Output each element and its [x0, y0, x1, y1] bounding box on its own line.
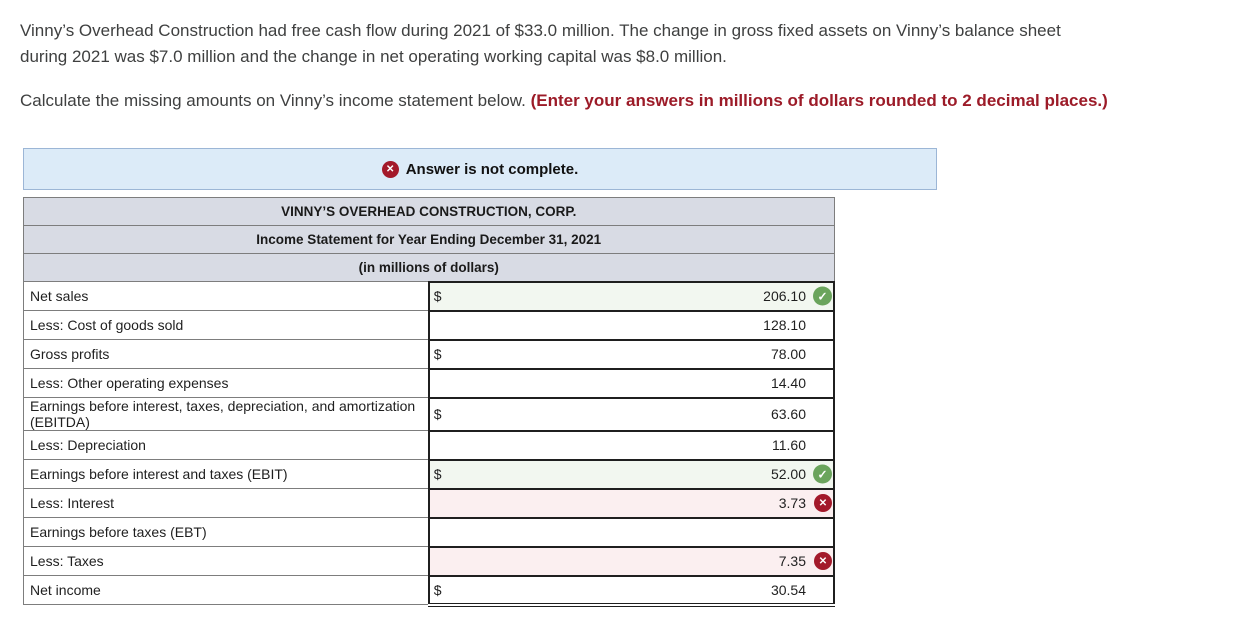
row-label-taxes: Less: Taxes: [22, 546, 430, 576]
table-row: Less: Depreciation 11.60: [22, 429, 836, 461]
problem-text-2: Calculate the missing amounts on Vinny’s…: [20, 91, 531, 110]
correct-check-icon: ✓: [813, 464, 832, 484]
answer-cell-cogs[interactable]: 128.10: [427, 309, 836, 341]
answer-cell-net-income[interactable]: $ 30.54: [427, 574, 836, 607]
correct-check-icon: ✓: [813, 286, 832, 306]
answer-value: 128.10: [763, 317, 806, 333]
problem-text-1: Vinny’s Overhead Construction had free c…: [20, 21, 1061, 66]
currency-symbol: $: [433, 581, 442, 598]
row-label-depreciation: Less: Depreciation: [22, 430, 430, 460]
table-row: Earnings before taxes (EBT): [22, 516, 836, 548]
answer-status-banner: ✕ Answer is not complete.: [23, 148, 937, 190]
table-row: Earnings before interest, taxes, depreci…: [22, 396, 836, 432]
answer-value: 7.35: [778, 553, 806, 569]
answer-cell-net-sales[interactable]: $ 206.10 ✓: [427, 280, 836, 312]
answer-value: 78.00: [770, 346, 806, 362]
table-row: Less: Taxes 7.35 ✕: [22, 545, 836, 577]
table-units-row: (in millions of dollars): [23, 253, 835, 282]
table-row: Earnings before interest and taxes (EBIT…: [22, 458, 836, 490]
answer-format-instruction: (Enter your answers in millions of dolla…: [530, 91, 1108, 110]
incorrect-x-icon: ✕: [814, 552, 832, 570]
row-label-net-income: Net income: [22, 575, 430, 605]
row-label-net-sales: Net sales: [22, 281, 430, 311]
currency-symbol: $: [433, 346, 442, 362]
row-label-other-operating-expenses: Less: Other operating expenses: [22, 368, 430, 398]
answer-cell-ebit[interactable]: $ 52.00 ✓: [427, 458, 836, 490]
currency-symbol: $: [433, 288, 442, 304]
currency-symbol: $: [433, 406, 442, 422]
table-row: Net income $ 30.54: [22, 574, 836, 607]
row-label-cogs: Less: Cost of goods sold: [22, 310, 430, 340]
answer-cell-interest[interactable]: 3.73 ✕: [427, 487, 836, 519]
problem-paragraph-2: Calculate the missing amounts on Vinny’s…: [20, 88, 1108, 114]
problem-statement: Vinny’s Overhead Construction had free c…: [20, 18, 1241, 114]
answer-value: 52.00: [770, 466, 806, 482]
answer-value: 206.10: [763, 288, 806, 304]
answer-cell-depreciation[interactable]: 11.60: [427, 429, 836, 461]
table-row: Less: Other operating expenses 14.40: [22, 367, 836, 399]
problem-paragraph-1: Vinny’s Overhead Construction had free c…: [20, 18, 1108, 70]
row-label-ebt: Earnings before taxes (EBT): [22, 517, 430, 547]
x-circle-icon: ✕: [381, 160, 399, 178]
table-subtitle-row: Income Statement for Year Ending Decembe…: [23, 225, 835, 254]
income-statement-table: VINNY’S OVERHEAD CONSTRUCTION, CORP. Inc…: [22, 197, 836, 607]
answer-cell-other-operating-expenses[interactable]: 14.40: [427, 367, 836, 399]
page: Vinny’s Overhead Construction had free c…: [20, 18, 1241, 607]
statement-subtitle: Income Statement for Year Ending Decembe…: [23, 225, 835, 254]
answer-cell-gross-profits[interactable]: $ 78.00: [427, 338, 836, 370]
row-label-ebit: Earnings before interest and taxes (EBIT…: [22, 459, 430, 489]
answer-value: 63.60: [770, 406, 806, 422]
answer-status-text: Answer is not complete.: [405, 160, 579, 178]
table-row: Net sales $ 206.10 ✓: [22, 280, 836, 312]
answer-value: 11.60: [772, 437, 806, 453]
units-note: (in millions of dollars): [23, 253, 835, 282]
table-title-row: VINNY’S OVERHEAD CONSTRUCTION, CORP.: [23, 197, 835, 226]
row-label-ebitda: Earnings before interest, taxes, depreci…: [22, 397, 430, 431]
answer-cell-taxes[interactable]: 7.35 ✕: [427, 545, 836, 577]
answer-cell-ebitda[interactable]: $ 63.60: [427, 396, 836, 432]
table-row: Less: Interest 3.73 ✕: [22, 487, 836, 519]
incorrect-x-icon: ✕: [814, 494, 832, 512]
row-label-interest: Less: Interest: [22, 488, 430, 518]
answer-value: 3.73: [778, 495, 806, 511]
currency-symbol: $: [433, 466, 442, 482]
answer-value: 30.54: [770, 581, 806, 598]
answer-cell-ebt[interactable]: [427, 516, 836, 548]
company-title: VINNY’S OVERHEAD CONSTRUCTION, CORP.: [23, 197, 835, 226]
table-row: Gross profits $ 78.00: [22, 338, 836, 370]
table-row: Less: Cost of goods sold 128.10: [22, 309, 836, 341]
row-label-gross-profits: Gross profits: [22, 339, 430, 369]
answer-value: 14.40: [770, 375, 806, 391]
